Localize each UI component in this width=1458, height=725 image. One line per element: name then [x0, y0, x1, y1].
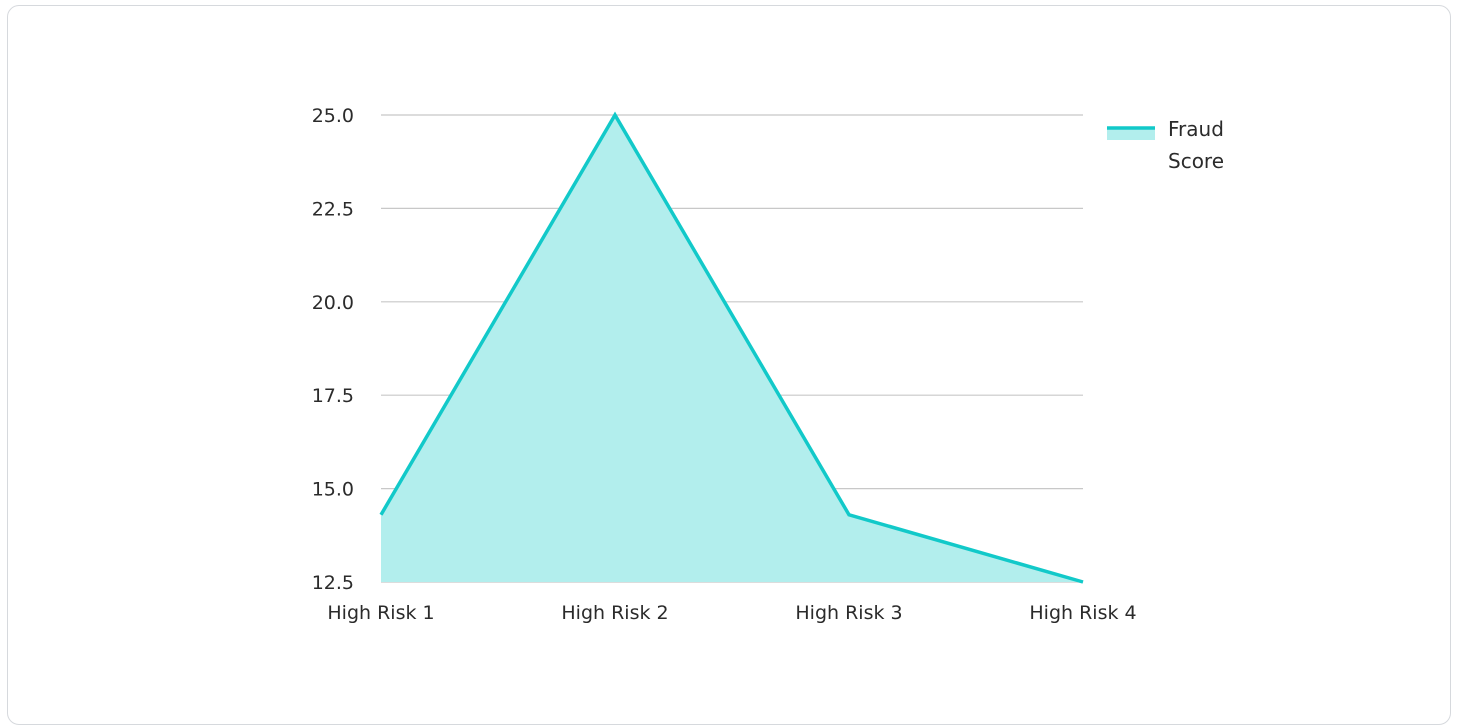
x-tick-label: High Risk 1: [327, 602, 434, 624]
y-tick-label: 12.5: [312, 572, 354, 594]
y-tick-label: 17.5: [312, 385, 354, 407]
x-tick-label: High Risk 3: [795, 602, 902, 624]
series-area: [381, 115, 1083, 582]
y-tick-label: 22.5: [312, 198, 354, 220]
legend[interactable]: Fraud Score: [1107, 117, 1224, 173]
x-tick-label: High Risk 2: [561, 602, 668, 624]
y-axis-ticks: 12.5 15.0 17.5 20.0 22.5 25.0: [312, 105, 354, 594]
y-tick-label: 15.0: [312, 479, 354, 501]
legend-swatch-fill: [1107, 128, 1155, 140]
x-axis-ticks: High Risk 1 High Risk 2 High Risk 3 High Ri…: [327, 602, 1136, 624]
legend-label-line1: Fraud: [1168, 117, 1224, 141]
legend-label-line2: Score: [1168, 149, 1224, 173]
series-fill: [381, 115, 1083, 582]
y-tick-label: 25.0: [312, 105, 354, 127]
y-tick-label: 20.0: [312, 292, 354, 314]
x-tick-label: High Risk 4: [1029, 602, 1136, 624]
